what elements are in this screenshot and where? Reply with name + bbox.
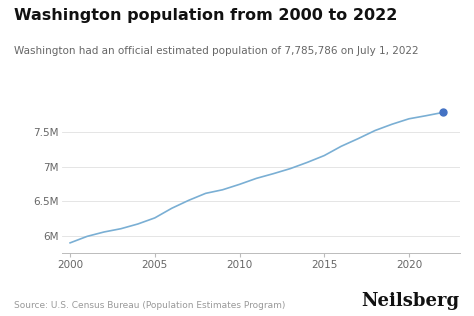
Text: Washington population from 2000 to 2022: Washington population from 2000 to 2022 bbox=[14, 8, 398, 23]
Text: Neilsberg: Neilsberg bbox=[362, 292, 460, 310]
Text: Source: U.S. Census Bureau (Population Estimates Program): Source: U.S. Census Bureau (Population E… bbox=[14, 301, 286, 310]
Text: Washington had an official estimated population of 7,785,786 on July 1, 2022: Washington had an official estimated pop… bbox=[14, 46, 419, 56]
